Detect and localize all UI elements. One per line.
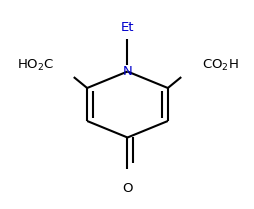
Text: Et: Et	[120, 21, 134, 34]
Text: HO$_2$C: HO$_2$C	[17, 58, 54, 73]
Text: CO$_2$H: CO$_2$H	[201, 58, 237, 73]
Text: O: O	[122, 182, 132, 195]
Text: N: N	[122, 65, 132, 78]
